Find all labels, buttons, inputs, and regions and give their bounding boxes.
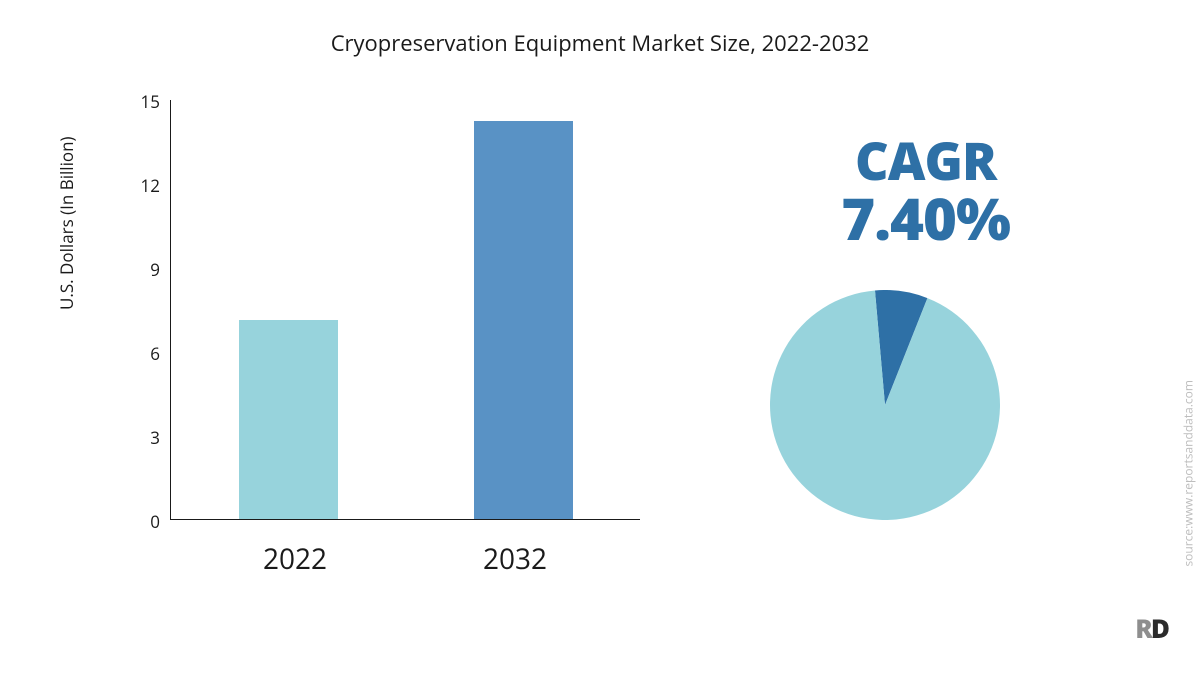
bar-2022 bbox=[239, 320, 338, 519]
y-tick: 6 bbox=[130, 342, 160, 365]
pie-chart bbox=[770, 290, 1000, 520]
bar-chart-area: 15 12 9 6 3 0 2022 2032 bbox=[130, 100, 640, 520]
cagr-block: CAGR 7.40% bbox=[841, 135, 1010, 247]
chart-title: Cryopreservation Equipment Market Size, … bbox=[0, 28, 1200, 58]
bar-2032 bbox=[474, 121, 573, 519]
y-tick: 12 bbox=[130, 174, 160, 197]
y-tick: 9 bbox=[130, 258, 160, 281]
logo-r: R bbox=[1135, 610, 1151, 646]
logo-d: D bbox=[1151, 610, 1168, 646]
y-tick: 15 bbox=[130, 90, 160, 113]
y-axis-label: U.S. Dollars (In Billion) bbox=[55, 136, 78, 310]
y-tick: 3 bbox=[130, 426, 160, 449]
cagr-value: 7.40% bbox=[841, 189, 1010, 247]
x-label-2032: 2032 bbox=[435, 540, 595, 578]
y-tick: 0 bbox=[130, 510, 160, 533]
brand-logo: RD bbox=[1135, 610, 1168, 646]
plot-region bbox=[170, 100, 640, 520]
x-label-2022: 2022 bbox=[215, 540, 375, 578]
source-attribution: source:www.reportsanddata.com bbox=[1180, 380, 1197, 567]
